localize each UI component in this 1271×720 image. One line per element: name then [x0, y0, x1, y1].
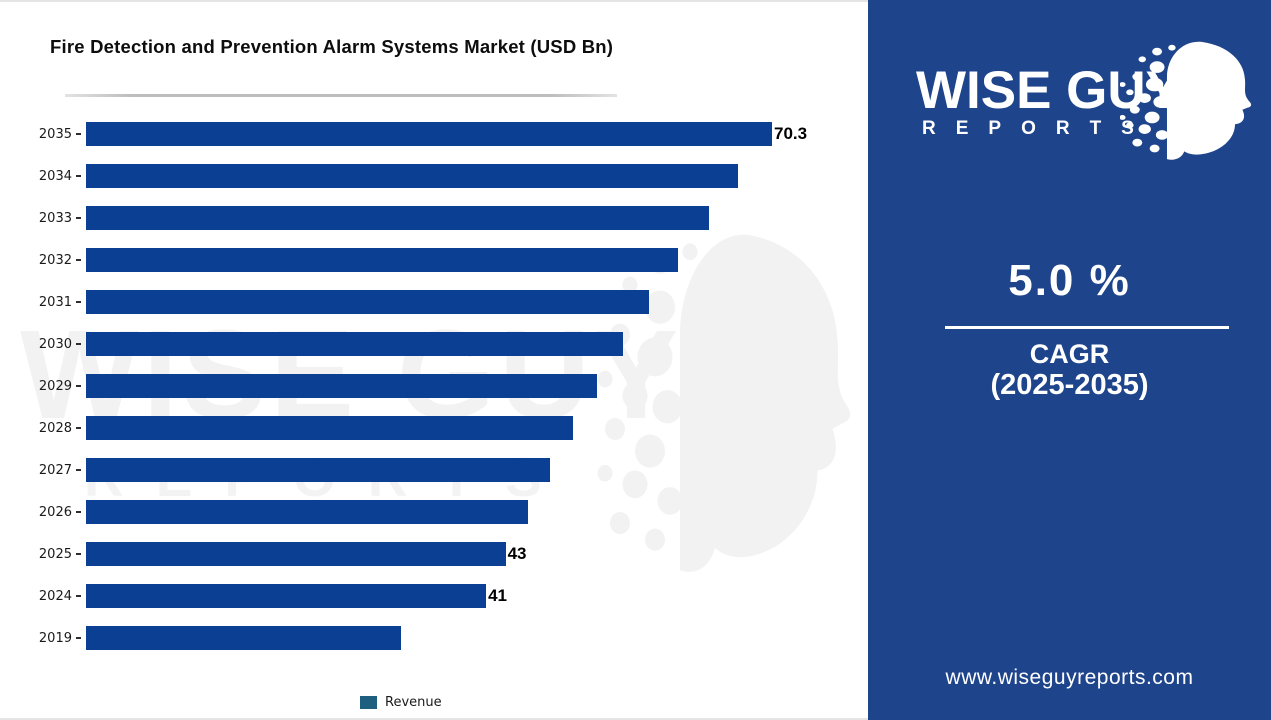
bar-row: 2025 43 — [0, 533, 868, 575]
bar-row: 2031 — [0, 281, 868, 323]
axis-tick — [76, 175, 81, 177]
bar-row: 2034 — [0, 155, 868, 197]
revenue-bar — [86, 248, 679, 272]
revenue-bar — [86, 542, 506, 566]
bar-track — [86, 332, 772, 356]
bar-track — [86, 458, 772, 482]
axis-tick — [76, 637, 81, 639]
revenue-bar — [86, 626, 402, 650]
cagr-divider — [945, 326, 1229, 329]
y-axis-label: 2024 — [38, 588, 72, 604]
revenue-bar — [86, 374, 598, 398]
revenue-bar — [86, 164, 738, 188]
y-axis-label: 2030 — [38, 336, 72, 352]
brand-logo-subtext: REPORTS — [922, 118, 1154, 139]
axis-tick — [76, 469, 81, 471]
website-link[interactable]: www.wiseguyreports.com — [945, 666, 1194, 689]
bar-track — [86, 500, 772, 524]
y-axis-label: 2034 — [38, 168, 72, 184]
axis-tick — [76, 553, 81, 555]
bar-track: 70.3 — [86, 122, 807, 146]
axis-tick — [76, 427, 81, 429]
y-axis-label: 2029 — [38, 378, 72, 394]
axis-tick — [76, 217, 81, 219]
revenue-bar — [86, 332, 623, 356]
bar-row: 2019 — [0, 617, 868, 659]
bar-track — [86, 374, 772, 398]
axis-tick — [76, 385, 81, 387]
bar-value-label: 41 — [488, 586, 507, 605]
bar-row: 2029 — [0, 365, 868, 407]
bar-track — [86, 248, 772, 272]
legend-label: Revenue — [385, 695, 442, 710]
bar-row: 2027 — [0, 449, 868, 491]
revenue-bar — [86, 458, 550, 482]
brand-head-logo-icon — [1120, 41, 1252, 160]
bar-row: 2030 — [0, 323, 868, 365]
revenue-bar — [86, 290, 650, 314]
revenue-bar — [86, 206, 709, 230]
bar-row: 2032 — [0, 239, 868, 281]
revenue-bar — [86, 416, 573, 440]
bar-value-label: 43 — [507, 544, 527, 563]
bar-track: 41 — [86, 584, 772, 608]
y-axis-label: 2019 — [38, 630, 72, 646]
y-axis-label: 2025 — [38, 546, 72, 562]
axis-tick — [76, 343, 81, 345]
bar-track: 43 — [86, 542, 772, 566]
bar-row: 2035 70.3 — [0, 113, 868, 155]
revenue-bar — [86, 500, 529, 524]
axis-tick — [76, 259, 81, 261]
y-axis-label: 2027 — [38, 462, 72, 478]
bar-value-label: 70.3 — [774, 124, 808, 143]
y-axis-label: 2028 — [38, 420, 72, 436]
bar-row: 2026 — [0, 491, 868, 533]
revenue-bar — [86, 122, 772, 146]
bar-track — [86, 626, 772, 650]
bar-row: 2028 — [0, 407, 868, 449]
bar-track — [86, 164, 772, 188]
chart-panel: Fire Detection and Prevention Alarm Syst… — [0, 0, 868, 720]
sidebar: WISE GUY REPORTS 5.0 % CAGR (2025-2035) … — [868, 0, 1271, 720]
bar-row: 2024 41 — [0, 575, 868, 617]
bar-track — [86, 290, 772, 314]
y-axis-label: 2031 — [38, 294, 72, 310]
axis-tick — [76, 301, 81, 303]
cagr-range: (2025-2035) — [990, 369, 1149, 401]
y-axis-label: 2035 — [38, 126, 72, 142]
chart-title: Fire Detection and Prevention Alarm Syst… — [50, 36, 614, 57]
bar-row: 2033 — [0, 197, 868, 239]
legend: Revenue — [360, 695, 442, 710]
revenue-bar — [86, 584, 487, 608]
y-axis-label: 2026 — [38, 504, 72, 520]
bar-chart: 2035 70.3 2034 2033 2032 2031 2030 2029 2028 2027… — [0, 113, 868, 659]
cagr-label: CAGR — [1029, 339, 1110, 369]
axis-tick — [76, 133, 81, 135]
axis-tick — [76, 511, 81, 513]
y-axis-label: 2033 — [38, 210, 72, 226]
legend-swatch-icon — [360, 696, 377, 709]
title-divider — [65, 94, 617, 97]
axis-tick — [76, 595, 81, 597]
cagr-value: 5.0 % — [1008, 256, 1131, 305]
bar-track — [86, 416, 772, 440]
bar-track — [86, 206, 772, 230]
y-axis-label: 2032 — [38, 252, 72, 268]
